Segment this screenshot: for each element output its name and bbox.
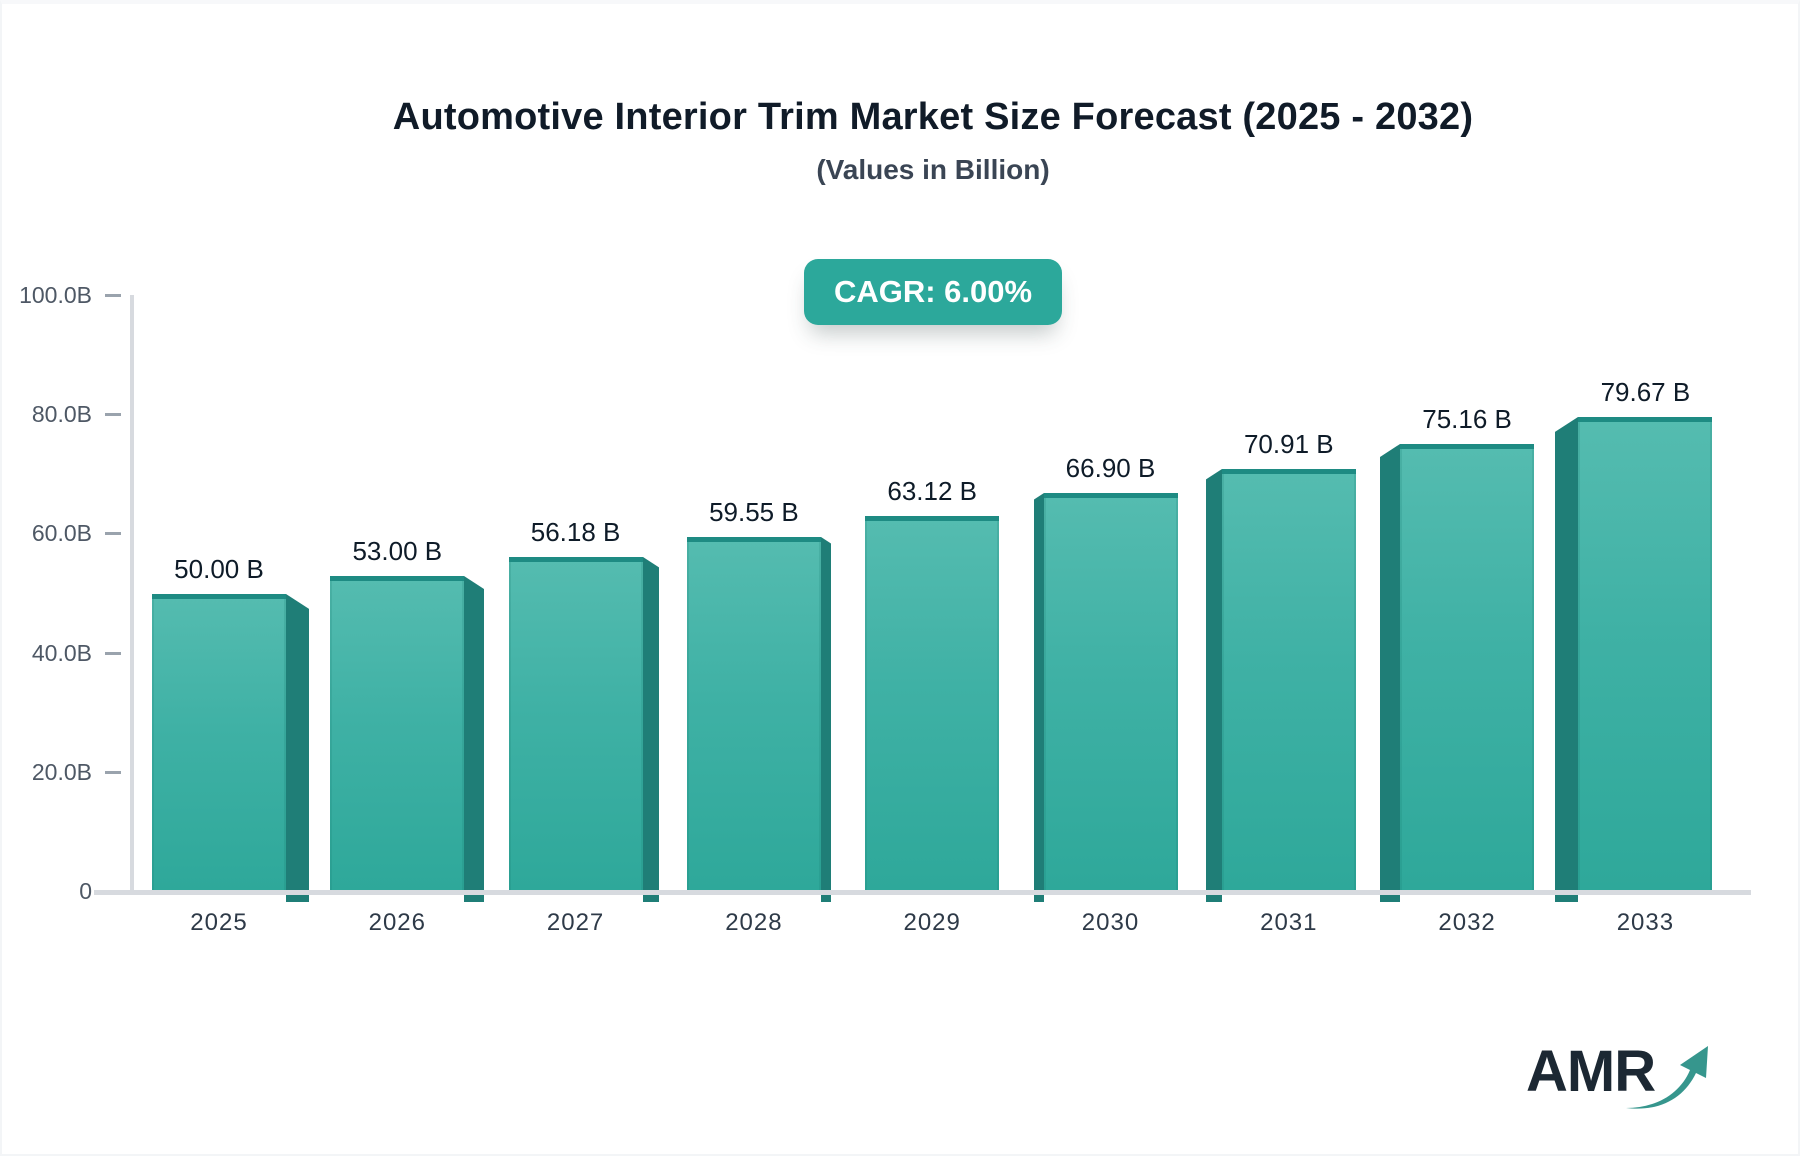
bar-value-label: 66.90 B bbox=[1065, 453, 1156, 484]
x-axis-category-label: 2025 bbox=[190, 909, 248, 936]
brand-logo-text: AMR bbox=[1526, 1039, 1656, 1104]
bar-3d-side-face bbox=[1205, 469, 1222, 902]
brand-logo: AMR bbox=[1526, 1032, 1726, 1116]
bar-2025 bbox=[152, 594, 286, 892]
bar-2029 bbox=[865, 515, 1000, 892]
x-axis-category-label: 2033 bbox=[1616, 909, 1675, 936]
bar-2026 bbox=[330, 576, 465, 892]
bar-value-label: 59.55 B bbox=[709, 497, 799, 528]
bar-2031 bbox=[1221, 469, 1356, 892]
bar-2028 bbox=[686, 537, 821, 892]
y-axis-tick-label: 100.0B bbox=[19, 282, 92, 308]
cagr-badge: CAGR: 6.00% bbox=[803, 259, 1063, 325]
y-axis-tick-label: 80.0B bbox=[31, 401, 92, 428]
x-axis-category-label: 2032 bbox=[1438, 909, 1496, 936]
bar-3d-side-face bbox=[1380, 444, 1401, 902]
y-axis-tick bbox=[105, 651, 121, 655]
x-axis-category-label: 2030 bbox=[1081, 909, 1140, 936]
bar-value-label: 53.00 B bbox=[352, 536, 443, 567]
bar-3d-side-face bbox=[1555, 417, 1579, 902]
y-axis-tick-label: 0 bbox=[79, 878, 92, 904]
bar-chart-plot: 0 20.0B 40.0B 60.0B 80.0B 100.0B 50.00 B 2025 53… bbox=[2, 4, 1798, 1154]
bar-3d-side bbox=[464, 576, 485, 902]
y-axis-tick bbox=[105, 770, 121, 774]
x-axis-line bbox=[94, 890, 1751, 895]
growth-arrow-icon bbox=[1626, 1046, 1708, 1109]
y-axis-tick bbox=[105, 294, 121, 297]
x-axis-category-label: 2026 bbox=[368, 909, 426, 936]
bar-top-edge bbox=[1043, 493, 1178, 499]
bar-3d-side bbox=[1033, 493, 1044, 902]
bar-value-label: 56.18 B bbox=[530, 517, 621, 548]
chart-title: Automotive Interior Trim Market Size For… bbox=[392, 96, 1474, 138]
bar-value-label: 75.16 B bbox=[1422, 404, 1512, 435]
y-axis-tick-label: 60.0B bbox=[31, 520, 92, 547]
bar-2032 bbox=[1400, 444, 1535, 892]
bar-3d-side-face bbox=[642, 557, 659, 902]
y-axis-tick-label: 40.0B bbox=[31, 639, 92, 666]
bar-3d-side bbox=[1205, 469, 1222, 902]
bar-value-label: 70.91 B bbox=[1243, 429, 1334, 460]
bar-top-edge bbox=[686, 537, 821, 543]
bar-3d-side-face bbox=[820, 537, 831, 902]
bar-top-edge bbox=[865, 515, 1000, 521]
bar-top-edge bbox=[508, 557, 643, 563]
bar-2033 bbox=[1578, 417, 1713, 892]
bar-top-edge bbox=[152, 594, 286, 599]
bar-value-label: 79.67 B bbox=[1600, 377, 1691, 408]
bar-top-edge bbox=[1221, 469, 1356, 475]
x-axis-category-label: 2031 bbox=[1260, 909, 1318, 936]
bar-top-edge bbox=[1578, 417, 1713, 423]
cagr-badge-row: CAGR: 6.00% bbox=[2, 259, 1798, 325]
bar-3d-side bbox=[286, 594, 309, 902]
bar-value-label: 50.00 B bbox=[174, 554, 264, 584]
bar-3d-side bbox=[1380, 444, 1401, 902]
x-axis-category-label: 2027 bbox=[546, 909, 605, 936]
y-axis-tick bbox=[105, 413, 121, 417]
x-axis-category-label: 2029 bbox=[903, 909, 961, 936]
bar-top-edge bbox=[1400, 444, 1535, 450]
bar-top-edge bbox=[330, 576, 465, 582]
bar-3d-side-face bbox=[1033, 493, 1044, 902]
bar-3d-side bbox=[820, 537, 831, 902]
bar-3d-side bbox=[642, 557, 659, 902]
bar-3d-side-face bbox=[464, 576, 485, 902]
y-axis-line bbox=[130, 295, 134, 893]
bar-3d-side-face bbox=[286, 594, 309, 902]
bar-3d-side bbox=[1555, 417, 1579, 902]
bar-2030 bbox=[1043, 493, 1178, 892]
y-axis-tick-label: 20.0B bbox=[31, 758, 92, 785]
bar-2027 bbox=[508, 557, 643, 892]
chart-subtitle: (Values in Billion) bbox=[816, 154, 1050, 185]
x-axis-category-label: 2028 bbox=[725, 909, 783, 936]
bar-value-label: 63.12 B bbox=[887, 475, 977, 506]
y-axis-tick bbox=[105, 532, 121, 536]
